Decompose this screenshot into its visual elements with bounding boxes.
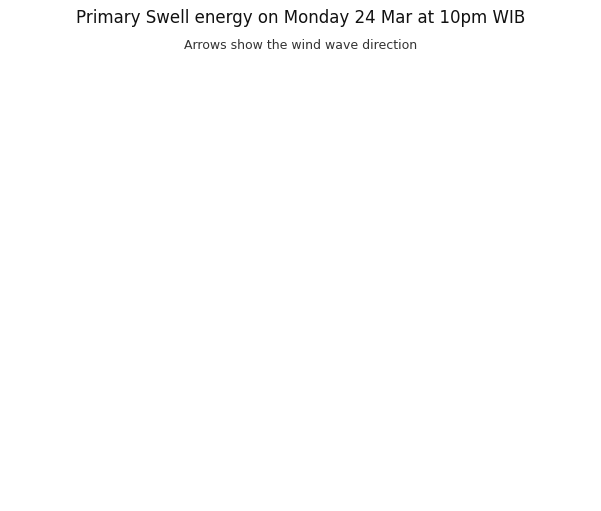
Text: Primary Swell energy on Monday 24 Mar at 10pm WIB: Primary Swell energy on Monday 24 Mar at… — [76, 9, 525, 27]
Text: Arrows show the wind wave direction: Arrows show the wind wave direction — [184, 39, 417, 52]
Text: cartopy not available: cartopy not available — [227, 274, 374, 288]
